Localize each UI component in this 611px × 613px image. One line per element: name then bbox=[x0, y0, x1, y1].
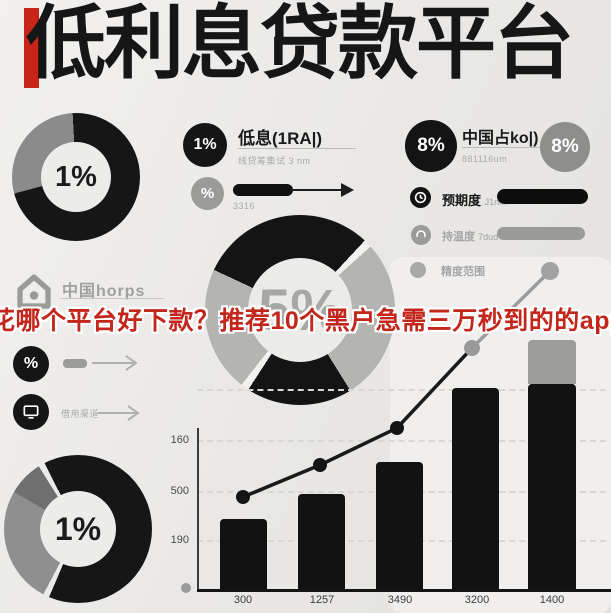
y-axis-tick: 500 bbox=[170, 485, 189, 497]
stat-circle-8pct-right: 8% bbox=[540, 122, 590, 172]
row1-suffix: J1nm bbox=[484, 197, 507, 207]
donut-center-value: 5% bbox=[248, 258, 352, 362]
bar bbox=[528, 384, 576, 590]
home-icon bbox=[13, 271, 55, 318]
donut-chart-top-left: 1% bbox=[12, 113, 140, 241]
gauge-icon bbox=[415, 229, 427, 241]
y-axis-tick: 190 bbox=[170, 534, 189, 546]
mid-subtitle: 线贷筹集试 3 nm bbox=[238, 156, 311, 166]
mid-percent-circle-label: % bbox=[200, 185, 215, 202]
origin-dot bbox=[181, 583, 191, 593]
row1-circle bbox=[410, 187, 431, 208]
row1-label-text: 预期度 bbox=[442, 193, 482, 208]
row2-circle bbox=[411, 225, 431, 245]
clock-icon bbox=[414, 191, 427, 204]
arrow-right-filled-icon bbox=[291, 181, 355, 204]
bar-gray-cap bbox=[528, 340, 576, 384]
monitor-icon bbox=[21, 402, 41, 422]
stat-circle-1pct-value: 1% bbox=[193, 136, 217, 153]
donut-chart-bottom-left: 1% bbox=[4, 455, 152, 603]
donut-bottom-left-value: 1% bbox=[40, 491, 116, 567]
title-accent-bar bbox=[24, 8, 39, 88]
x-axis-label: 1400 bbox=[539, 594, 565, 606]
right-title-divider bbox=[462, 147, 558, 148]
bar bbox=[220, 519, 267, 590]
home-row-title: 中国horps bbox=[62, 283, 146, 300]
percent-row-bar bbox=[63, 359, 87, 368]
row2-bar bbox=[497, 227, 585, 240]
bar bbox=[376, 462, 423, 590]
row3-circle bbox=[410, 262, 426, 278]
row1-bar bbox=[497, 189, 588, 204]
mid-percent-circle: % bbox=[191, 177, 224, 210]
right-title: 中国占ko|) bbox=[462, 130, 539, 147]
donut-chart-center: 5% bbox=[205, 215, 395, 405]
row2-suffix: 7dud bbox=[478, 232, 499, 242]
row2-label: 持温度 7dud bbox=[442, 228, 498, 244]
monitor-row-caption: 借用渠道 bbox=[61, 409, 100, 419]
donut-top-left-value: 1% bbox=[41, 142, 111, 212]
x-axis-label: 1257 bbox=[309, 594, 335, 606]
page-title: 低利息贷款平台 bbox=[26, 0, 574, 88]
arrow-right-icon bbox=[98, 404, 144, 427]
mid-bar-caption: 3316 bbox=[233, 201, 256, 211]
percent-circle: % bbox=[13, 346, 49, 382]
arrow-right-icon bbox=[92, 354, 142, 377]
row2-label-text: 持温度 bbox=[442, 231, 475, 243]
x-axis-label: 300 bbox=[233, 594, 253, 606]
stat-circle-8pct-right-value: 8% bbox=[551, 136, 579, 157]
y-axis-tick: 160 bbox=[170, 434, 189, 446]
monitor-circle bbox=[13, 394, 49, 430]
bar bbox=[452, 388, 499, 590]
stat-circle-8pct-left: 8% bbox=[405, 120, 457, 172]
row1-label: 预期度 J1nm bbox=[442, 190, 507, 209]
stat-circle-8pct-left-value: 8% bbox=[417, 135, 445, 156]
right-subtitle: 881116um bbox=[462, 154, 508, 164]
bar bbox=[298, 494, 345, 590]
mid-title-divider bbox=[238, 148, 356, 149]
home-row-divider bbox=[60, 298, 164, 299]
x-axis-line bbox=[197, 589, 611, 592]
gridline bbox=[197, 440, 606, 442]
mid-progress-bar bbox=[233, 184, 293, 196]
mid-title: 低息(1RA|) bbox=[238, 129, 323, 148]
x-axis-label: 3490 bbox=[387, 594, 413, 606]
x-axis-label: 3200 bbox=[464, 594, 490, 606]
stat-circle-1pct: 1% bbox=[183, 123, 227, 167]
overlay-headline: 花哪个平台好下款？推荐10个黑户急需三万秒到的的app帮你解决资金 bbox=[0, 307, 611, 335]
percent-circle-label: % bbox=[23, 355, 39, 372]
y-axis-line bbox=[197, 428, 199, 590]
